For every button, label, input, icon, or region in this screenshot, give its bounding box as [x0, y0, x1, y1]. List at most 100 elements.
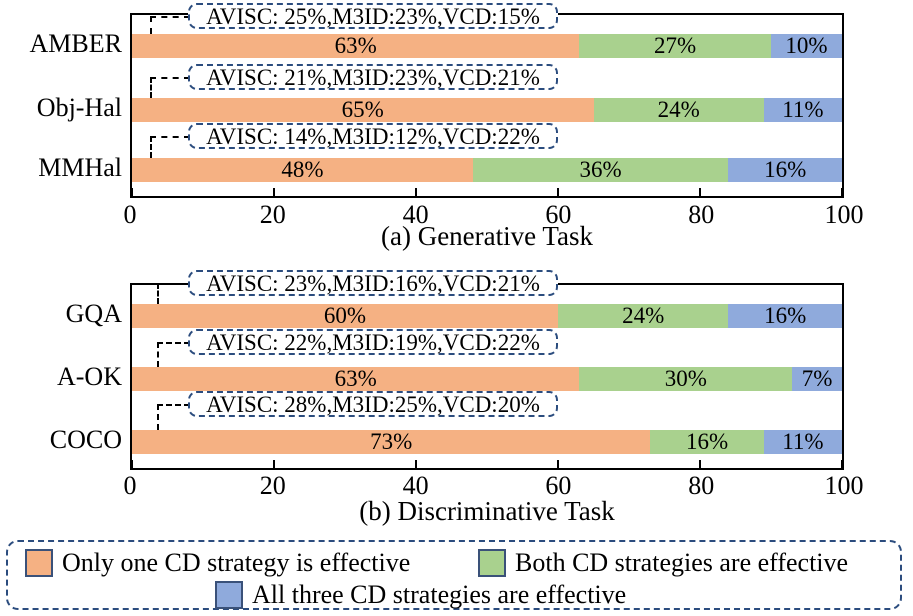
caption-generative: (a) Generative Task: [380, 221, 593, 251]
bar-segment-label: 63%: [334, 366, 377, 391]
x-tick-label: 60: [545, 471, 572, 500]
bar-segment: 11%: [763, 97, 842, 122]
annotation-connector: [157, 342, 190, 367]
bar-segment-label: 63%: [334, 33, 377, 58]
x-tick-mark: [273, 460, 275, 468]
plot-area-generative: 63% 27% 10% 65% 24% 11% 48% 36% 16%: [130, 13, 844, 198]
bar-segment: 60%: [132, 304, 558, 328]
bar-segment: 63%: [132, 33, 580, 58]
panel-generative-task: 63% 27% 10% 65% 24% 11% 48% 36% 16% (a) Generati…: [0, 0, 913, 255]
annotation-box: AVISC: 21%,M3ID:23%,VCD:21%: [188, 64, 558, 90]
x-tick-label: 60: [545, 200, 572, 229]
legend-label-all-three: All three CD strategies are effective: [252, 580, 627, 609]
bar-segment-label: 16%: [764, 303, 807, 328]
bar-segment: 11%: [763, 429, 842, 454]
x-tick-label: 20: [259, 471, 286, 500]
bar-segment-label: 60%: [323, 303, 367, 328]
legend-swatch-blue: [215, 581, 243, 609]
bar-segment-label: 36%: [579, 157, 622, 182]
bar-row: 60% 24% 16%: [132, 304, 842, 328]
annotation-box: AVISC: 25%,M3ID:23%,VCD:15%: [188, 3, 558, 29]
legend-label-both: Both CD strategies are effective: [515, 548, 849, 577]
category-label: MMHal: [38, 153, 122, 182]
bar-segment: 30%: [579, 366, 793, 391]
bar-segment-label: 11%: [782, 97, 824, 122]
legend-item-both: Both CD strategies are effective: [478, 547, 848, 579]
category-label: Obj-Hal: [36, 93, 122, 122]
x-tick-mark: [273, 188, 275, 196]
category-label: GQA: [65, 299, 122, 328]
x-tick-label: 100: [824, 200, 864, 229]
annotation-box: AVISC: 22%,M3ID:19%,VCD:22%: [188, 329, 558, 355]
bar-row: 48% 36% 16%: [132, 158, 842, 182]
bar-segment-label: 65%: [341, 97, 384, 122]
x-tick-label: 100: [824, 471, 864, 500]
bar-row: 65% 24% 11%: [132, 98, 842, 122]
category-label: A-OK: [57, 362, 122, 391]
annotation-connector: [150, 136, 190, 158]
x-tick-label: 80: [688, 200, 715, 229]
category-label: AMBER: [29, 29, 122, 58]
bar-segment-label: 27%: [654, 33, 697, 58]
category-label: COCO: [49, 425, 122, 454]
bar-segment-label: 24%: [622, 303, 665, 328]
bar-segment-label: 11%: [782, 429, 824, 454]
x-tick-mark: [557, 460, 559, 468]
x-tick-label: 0: [123, 471, 137, 500]
x-tick-mark: [841, 460, 843, 468]
x-tick-label: 40: [402, 200, 429, 229]
panel-discriminative-task: 60% 24% 16% 63% 30% 7% 73% 16% 11% (b) Discrimin…: [0, 255, 913, 535]
legend: Only one CD strategy is effective Both C…: [6, 540, 902, 610]
bar-segment: 48%: [132, 158, 473, 182]
x-tick-mark: [415, 460, 417, 468]
bar-row: 63% 30% 7%: [132, 367, 842, 391]
legend-swatch-green: [478, 549, 506, 577]
bar-segment: 16%: [728, 158, 842, 182]
bar-segment-label: 16%: [764, 157, 807, 182]
x-tick-label: 40: [402, 471, 429, 500]
caption-discriminative: (b) Discriminative Task: [359, 496, 615, 526]
bar-segment-label: 48%: [281, 157, 324, 182]
bar-segment: 10%: [770, 33, 842, 58]
legend-item-all-three: All three CD strategies are effective: [215, 579, 626, 611]
bar-segment: 24%: [558, 303, 729, 328]
x-tick-mark: [131, 460, 133, 468]
bar-segment-label: 73%: [370, 429, 413, 454]
annotation-connector: [157, 404, 190, 430]
legend-item-only-one: Only one CD strategy is effective: [25, 547, 410, 579]
bar-row: 73% 16% 11%: [132, 430, 842, 454]
x-tick-mark: [415, 188, 417, 196]
bar-segment: 65%: [132, 98, 594, 122]
x-tick-mark: [841, 188, 843, 196]
bar-segment-label: 16%: [686, 429, 729, 454]
bar-segment: 27%: [579, 34, 771, 58]
x-tick-mark: [699, 188, 701, 196]
legend-label-only-one: Only one CD strategy is effective: [62, 548, 411, 577]
bar-row: 63% 27% 10%: [132, 34, 842, 58]
bar-segment: 16%: [650, 430, 764, 454]
bar-segment: 63%: [132, 366, 580, 391]
bar-segment: 7%: [792, 367, 842, 391]
x-tick-label: 20: [259, 200, 286, 229]
bar-segment: 36%: [472, 157, 729, 182]
x-tick-label: 80: [688, 471, 715, 500]
x-tick-mark: [699, 460, 701, 468]
bar-segment: 16%: [728, 304, 842, 328]
plot-area-discriminative: 60% 24% 16% 63% 30% 7% 73% 16% 11%: [130, 283, 844, 470]
bar-segment-label: 7%: [801, 366, 833, 391]
x-tick-mark: [131, 188, 133, 196]
bar-segment: 73%: [132, 429, 651, 454]
legend-swatch-orange: [25, 549, 53, 577]
bar-segment-label: 30%: [664, 366, 707, 391]
bar-segment: 24%: [593, 97, 764, 122]
annotation-box: AVISC: 23%,M3ID:16%,VCD:21%: [188, 270, 558, 296]
x-tick-label: 0: [123, 200, 137, 229]
annotation-connector: [150, 16, 190, 34]
x-tick-mark: [557, 188, 559, 196]
bar-segment-label: 24%: [657, 97, 700, 122]
annotation-box: AVISC: 14%,M3ID:12%,VCD:22%: [188, 123, 558, 149]
annotation-connector: [150, 77, 190, 98]
annotation-connector: [157, 283, 190, 304]
bar-segment-label: 10%: [785, 33, 828, 58]
